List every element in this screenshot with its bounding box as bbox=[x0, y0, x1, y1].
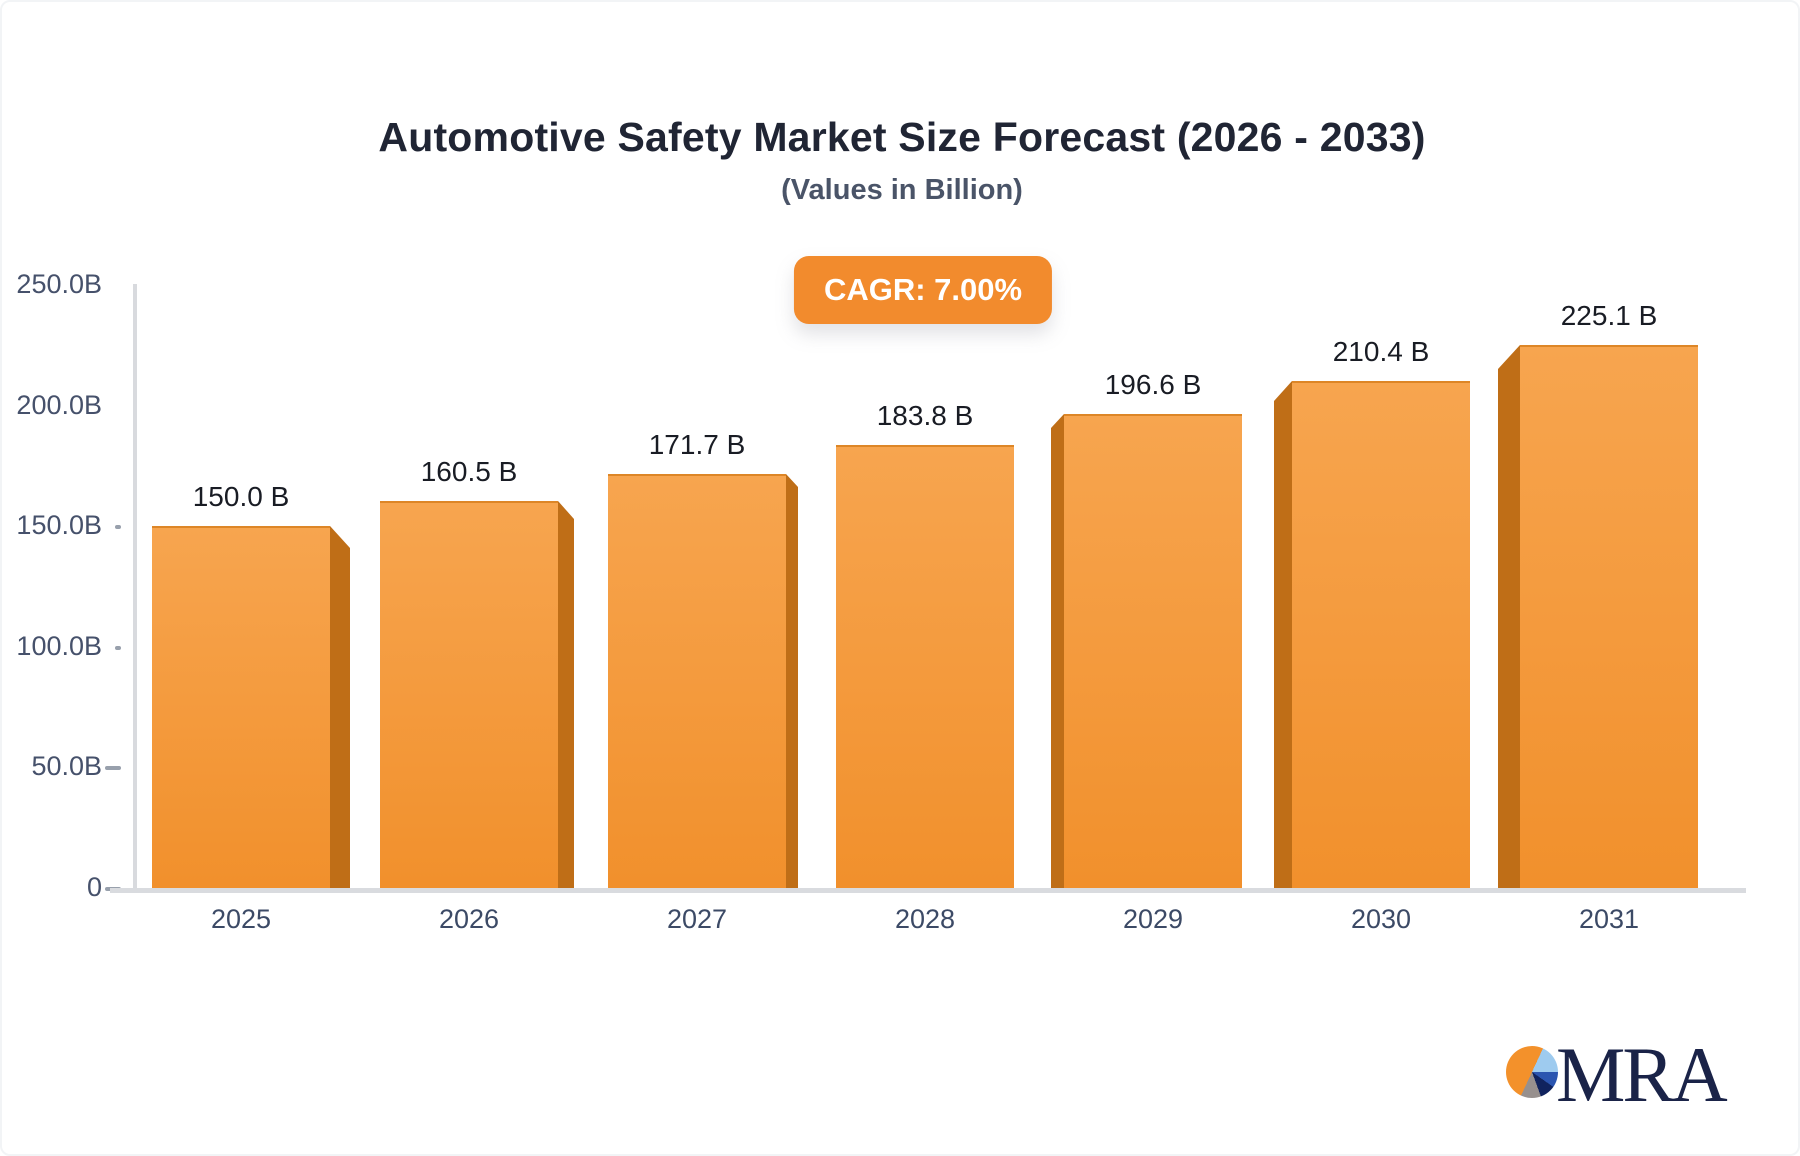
bar-value-label: 183.8 B bbox=[876, 400, 974, 431]
y-tick-label: 200.0B bbox=[16, 390, 102, 420]
bar-value-label: 171.7 B bbox=[648, 429, 746, 460]
bar-side-panel bbox=[1498, 345, 1520, 888]
y-tick-mark bbox=[115, 525, 121, 529]
bar-side-panel bbox=[1051, 414, 1064, 888]
x-axis-label: 2027 bbox=[666, 904, 728, 934]
x-axis-label: 2028 bbox=[894, 904, 956, 934]
chart-subtitle: (Values in Billion) bbox=[781, 174, 1023, 206]
y-tick-label: 0 bbox=[86, 872, 102, 902]
pie-chart-logo-icon bbox=[1506, 1046, 1558, 1098]
y-tick-mark bbox=[115, 646, 121, 650]
bar-2029 bbox=[1064, 414, 1242, 888]
bar-2026 bbox=[380, 501, 558, 888]
y-tick-label: 150.0B bbox=[16, 510, 102, 540]
x-axis-label: 2025 bbox=[210, 904, 272, 934]
x-axis-label: 2029 bbox=[1122, 904, 1184, 934]
y-tick-label: 100.0B bbox=[16, 631, 102, 661]
bar-2031 bbox=[1520, 345, 1698, 888]
x-axis-label: 2031 bbox=[1578, 904, 1640, 934]
bar-2027 bbox=[608, 474, 786, 888]
bar-side-panel bbox=[558, 501, 574, 888]
bar-value-label: 225.1 B bbox=[1560, 300, 1658, 331]
y-tick-label: 250.0B bbox=[16, 269, 102, 299]
x-axis-line bbox=[110, 888, 1746, 893]
y-tick-mark bbox=[105, 766, 121, 770]
logo-text: MRA bbox=[1556, 1031, 1728, 1118]
cagr-badge: CAGR: 7.00% bbox=[793, 256, 1053, 324]
bar-2030 bbox=[1292, 381, 1470, 888]
chart-title: Automotive Safety Market Size Forecast (… bbox=[378, 114, 1426, 160]
bar-2025 bbox=[152, 526, 330, 888]
bar-value-label: 150.0 B bbox=[192, 481, 290, 512]
bar-side-panel bbox=[330, 526, 350, 888]
bar-2028 bbox=[836, 445, 1014, 888]
y-tick-label: 50.0B bbox=[31, 751, 102, 781]
bar-value-label: 210.4 B bbox=[1332, 336, 1430, 367]
bar-value-label: 196.6 B bbox=[1104, 369, 1202, 400]
y-axis-line bbox=[133, 284, 137, 891]
x-axis-label: 2030 bbox=[1350, 904, 1412, 934]
bar-value-label: 160.5 B bbox=[420, 456, 518, 487]
x-axis-label: 2026 bbox=[438, 904, 500, 934]
mra-logo: MRA bbox=[1506, 1028, 1786, 1138]
bar-side-panel bbox=[1274, 381, 1292, 888]
bar-side-panel bbox=[786, 474, 798, 888]
